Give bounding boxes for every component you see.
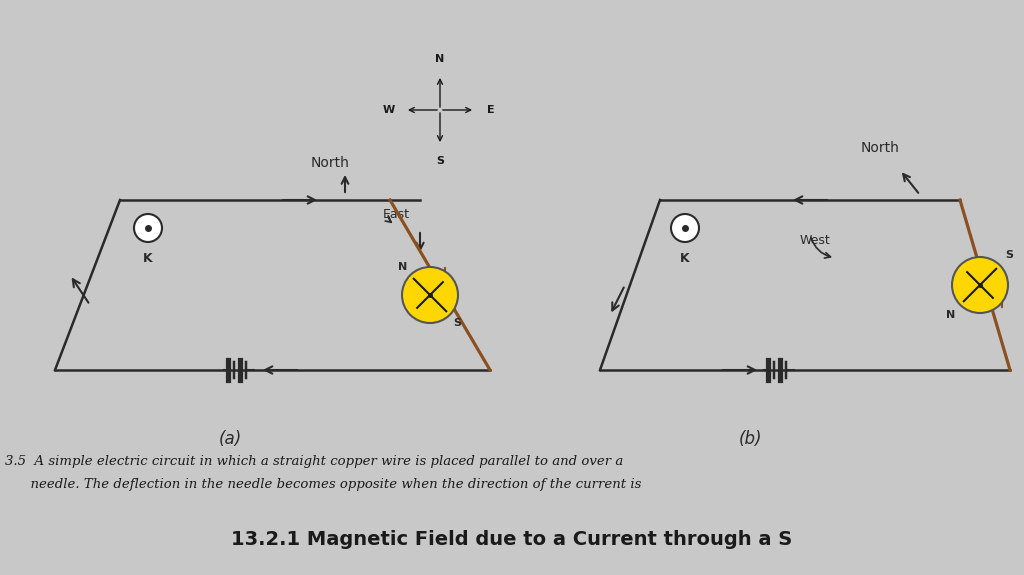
Text: K: K — [680, 252, 690, 265]
Circle shape — [671, 214, 699, 242]
Text: 3.5  A simple electric circuit in which a straight copper wire is placed paralle: 3.5 A simple electric circuit in which a… — [5, 455, 624, 468]
Text: N: N — [946, 310, 955, 320]
Text: North: North — [860, 141, 899, 155]
Circle shape — [952, 257, 1008, 313]
Text: S: S — [1006, 250, 1014, 260]
Circle shape — [402, 267, 458, 323]
Text: S: S — [436, 156, 444, 166]
Circle shape — [134, 214, 162, 242]
Text: (b): (b) — [738, 430, 762, 448]
Text: N: N — [435, 54, 444, 64]
Text: needle. The deflection in the needle becomes opposite when the direction of the : needle. The deflection in the needle bec… — [5, 478, 641, 491]
Text: K: K — [143, 252, 153, 265]
Text: East: East — [383, 208, 410, 221]
Text: N: N — [397, 262, 407, 273]
Text: E: E — [487, 105, 495, 115]
Text: North: North — [310, 156, 349, 170]
Text: (a): (a) — [218, 430, 242, 448]
Text: S: S — [454, 318, 462, 328]
Text: W: W — [383, 105, 395, 115]
Text: West: West — [800, 233, 830, 247]
Text: 13.2.1 Magnetic Field due to a Current through a S: 13.2.1 Magnetic Field due to a Current t… — [231, 530, 793, 549]
